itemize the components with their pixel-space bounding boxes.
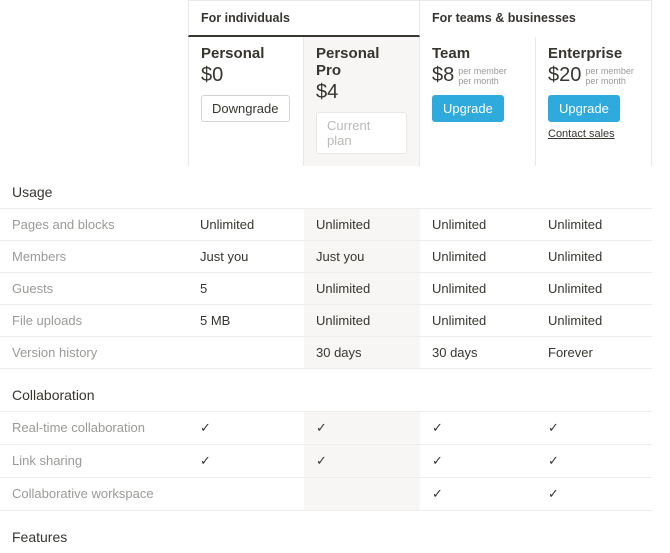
cell: Just you xyxy=(304,241,420,273)
cell: Unlimited xyxy=(420,209,536,241)
plan-team: Team $8 per memberper month Upgrade xyxy=(420,37,536,166)
cell: Unlimited xyxy=(420,305,536,337)
plan-price: $4 xyxy=(316,81,338,104)
cell: Unlimited xyxy=(536,273,652,305)
cell: Unlimited xyxy=(420,273,536,305)
row-label: Guests xyxy=(0,273,188,305)
row-label: Members xyxy=(0,241,188,273)
cell: Unlimited xyxy=(420,241,536,273)
blank-plans xyxy=(0,37,188,166)
row-label: Link sharing xyxy=(0,445,188,478)
row-label: Pages and blocks xyxy=(0,209,188,241)
plan-price-sub: per memberper month xyxy=(458,64,507,87)
plan-name: Personal Pro xyxy=(316,45,407,79)
header-teams: For teams & businesses xyxy=(420,0,652,37)
plan-price-sub: per memberper month xyxy=(585,64,634,87)
cell: Unlimited xyxy=(536,209,652,241)
cell: Unlimited xyxy=(188,209,304,241)
cell: 5 xyxy=(188,273,304,305)
cell: ✓ xyxy=(536,478,652,511)
current-plan-button: Current plan xyxy=(316,112,407,154)
cell: Forever xyxy=(536,337,652,369)
cell: Just you xyxy=(188,241,304,273)
plan-enterprise: Enterprise $20 per memberper month Upgra… xyxy=(536,37,652,166)
plan-personal-pro: Personal Pro $4 Current plan xyxy=(304,37,420,166)
cell: ✓ xyxy=(188,412,304,445)
cell xyxy=(188,337,304,369)
plan-personal: Personal $0 Downgrade xyxy=(188,37,304,166)
cell xyxy=(188,478,304,511)
cell: ✓ xyxy=(536,445,652,478)
cell: Unlimited xyxy=(304,209,420,241)
section-collaboration: Collaboration xyxy=(0,369,652,412)
upgrade-button[interactable]: Upgrade xyxy=(548,95,620,122)
plan-name: Personal xyxy=(201,45,291,62)
cell: Unlimited xyxy=(304,273,420,305)
plan-name: Enterprise xyxy=(548,45,639,62)
section-features: Features xyxy=(0,511,652,553)
row-label: Real-time collaboration xyxy=(0,412,188,445)
row-label: File uploads xyxy=(0,305,188,337)
cell: ✓ xyxy=(188,445,304,478)
cell: Unlimited xyxy=(536,241,652,273)
upgrade-button[interactable]: Upgrade xyxy=(432,95,504,122)
cell: Unlimited xyxy=(304,305,420,337)
row-label: Collaborative workspace xyxy=(0,478,188,511)
cell: 5 MB xyxy=(188,305,304,337)
cell: ✓ xyxy=(536,412,652,445)
blank-corner xyxy=(0,0,188,37)
section-usage: Usage xyxy=(0,166,652,209)
cell: ✓ xyxy=(420,478,536,511)
cell: ✓ xyxy=(420,445,536,478)
downgrade-button[interactable]: Downgrade xyxy=(201,95,290,122)
cell: 30 days xyxy=(420,337,536,369)
plan-price: $8 xyxy=(432,64,454,87)
cell: ✓ xyxy=(420,412,536,445)
cell: ✓ xyxy=(304,412,420,445)
header-individuals: For individuals xyxy=(188,0,420,37)
cell xyxy=(304,478,420,511)
plan-price: $0 xyxy=(201,64,223,87)
cell: Unlimited xyxy=(536,305,652,337)
cell: 30 days xyxy=(304,337,420,369)
plan-price: $20 xyxy=(548,64,581,87)
contact-sales-link[interactable]: Contact sales xyxy=(548,128,615,140)
cell: ✓ xyxy=(304,445,420,478)
row-label: Version history xyxy=(0,337,188,369)
pricing-table: For individuals For teams & businesses P… xyxy=(0,0,670,553)
plan-name: Team xyxy=(432,45,523,62)
